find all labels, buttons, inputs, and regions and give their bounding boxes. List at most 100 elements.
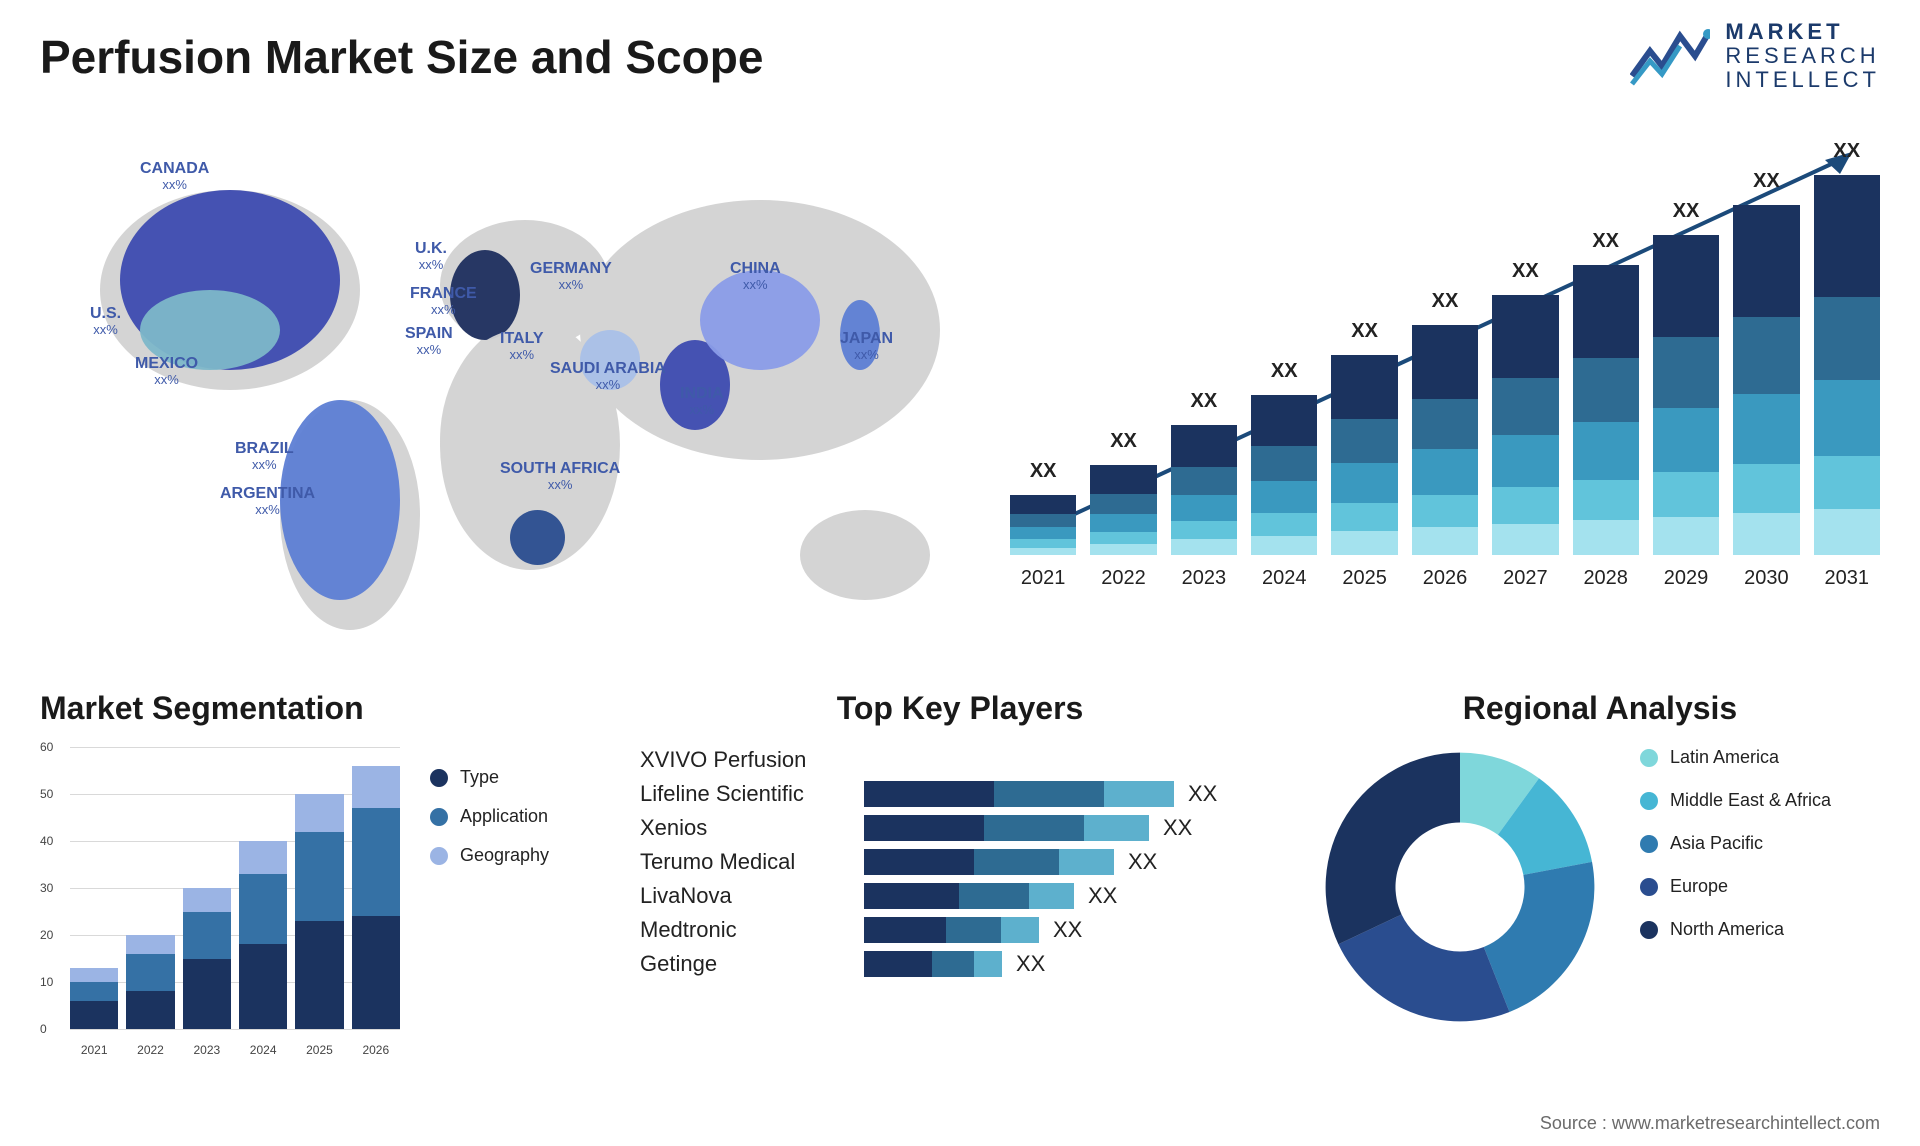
seg-legend-item: Type [430,767,549,788]
map-label: CANADAxx% [140,160,209,192]
regional-title: Regional Analysis [1320,690,1880,727]
growth-bar: XX 2021 [1010,460,1076,590]
legend-swatch-icon [430,808,448,826]
growth-bar-year: 2030 [1744,567,1789,590]
map-label: GERMANYxx% [530,260,612,292]
seg-xlabel: 2021 [70,1043,118,1057]
player-row: XVIVO Perfusion [640,747,1280,773]
seg-bar [183,888,231,1029]
legend-swatch-icon [1640,835,1658,853]
growth-bar-year: 2028 [1583,567,1628,590]
legend-label: Europe [1670,876,1728,897]
growth-bar-value: XX [1512,260,1539,283]
regional-panel: Regional Analysis Latin America Middle Ea… [1320,690,1880,1070]
legend-label: Type [460,767,499,788]
player-value: XX [1128,849,1157,875]
growth-bar-year: 2026 [1423,567,1468,590]
map-label: ARGENTINAxx% [220,485,315,517]
map-label: SOUTH AFRICAxx% [500,460,620,492]
seg-bar [295,794,343,1029]
legend-label: Geography [460,845,549,866]
player-bar [864,883,1074,909]
growth-bar-year: 2029 [1664,567,1709,590]
regional-legend-item: Middle East & Africa [1640,790,1831,811]
player-bar [864,815,1149,841]
regional-donut-chart [1320,747,1600,1027]
seg-ytick: 20 [40,928,53,942]
player-name: XVIVO Perfusion [640,747,850,773]
world-map-panel: CANADAxx%U.S.xx%MEXICOxx%BRAZILxx%ARGENT… [20,130,960,650]
growth-bar: XX2031 [1814,140,1880,590]
players-panel: Top Key Players XVIVO Perfusion Lifeline … [640,690,1280,1070]
growth-bar: XX2028 [1573,230,1639,590]
donut-segment [1326,753,1460,945]
map-label: U.K.xx% [415,240,447,272]
player-row: Terumo Medical XX [640,849,1280,875]
logo-text: MARKET RESEARCH INTELLECT [1725,20,1880,93]
regional-legend-item: Latin America [1640,747,1831,768]
growth-bar: XX 2023 [1171,390,1237,590]
player-row: MedtronicXX [640,917,1280,943]
map-label: MEXICOxx% [135,355,198,387]
player-name: Terumo Medical [640,849,850,875]
seg-ytick: 60 [40,740,53,754]
seg-xlabel: 2022 [126,1043,174,1057]
seg-bar [70,968,118,1029]
growth-bar-year: 2021 [1021,567,1066,590]
segmentation-panel: Market Segmentation 0102030405060 202120… [40,690,600,1070]
world-map-svg [20,130,960,650]
growth-bar-year: 2025 [1342,567,1387,590]
growth-bars: XX2021XX2022XX2023XX2024XX2025XX2026XX20… [1010,170,1880,590]
player-row: GetingeXX [640,951,1280,977]
player-name: Lifeline Scientific [640,781,850,807]
legend-label: Asia Pacific [1670,833,1763,854]
growth-bar: XX 2029 [1653,200,1719,590]
growth-bar-value: XX [1271,360,1298,383]
seg-legend-item: Application [430,806,549,827]
legend-swatch-icon [1640,792,1658,810]
player-value: XX [1016,951,1045,977]
growth-bar-value: XX [1833,140,1860,163]
growth-bar-value: XX [1030,460,1057,483]
map-label: INDIAxx% [680,385,724,417]
seg-xlabel: 2024 [239,1043,287,1057]
regional-legend-item: Europe [1640,876,1831,897]
logo-line2: RESEARCH [1725,44,1880,68]
page-title: Perfusion Market Size and Scope [40,30,763,84]
map-label: JAPANxx% [840,330,893,362]
logo-line3: INTELLECT [1725,68,1880,92]
map-label: ITALYxx% [500,330,544,362]
seg-bar [126,935,174,1029]
player-row: Lifeline Scientific XX [640,781,1280,807]
logo-line1: MARKET [1725,20,1880,44]
player-name: Xenios [640,815,850,841]
growth-bar-year: 2023 [1182,567,1227,590]
player-row: XeniosXX [640,815,1280,841]
map-label: FRANCExx% [410,285,477,317]
map-country-south-africa [510,510,565,565]
seg-legend-item: Geography [430,845,549,866]
seg-ytick: 40 [40,834,53,848]
growth-bar: XX 2027 [1492,260,1558,590]
legend-swatch-icon [1640,878,1658,896]
growth-bar-value: XX [1191,390,1218,413]
legend-label: Middle East & Africa [1670,790,1831,811]
legend-swatch-icon [1640,749,1658,767]
growth-bar: XX2022 [1090,430,1156,590]
regional-legend: Latin America Middle East & Africa Asia Pa… [1640,747,1831,940]
growth-bar-year: 2022 [1101,567,1146,590]
regional-legend-item: Asia Pacific [1640,833,1831,854]
source-footer: Source : www.marketresearchintellect.com [1540,1113,1880,1134]
seg-ytick: 10 [40,975,53,989]
player-bar [864,781,1174,807]
legend-label: Application [460,806,548,827]
growth-bar-year: 2027 [1503,567,1548,590]
players-title: Top Key Players [640,690,1280,727]
growth-bar-value: XX [1673,200,1700,223]
player-bar [864,917,1039,943]
map-label: CHINAxx% [730,260,781,292]
growth-bar: XX2030 [1733,170,1799,590]
player-value: XX [1188,781,1217,807]
map-label: BRAZILxx% [235,440,294,472]
seg-ytick: 0 [40,1022,47,1036]
